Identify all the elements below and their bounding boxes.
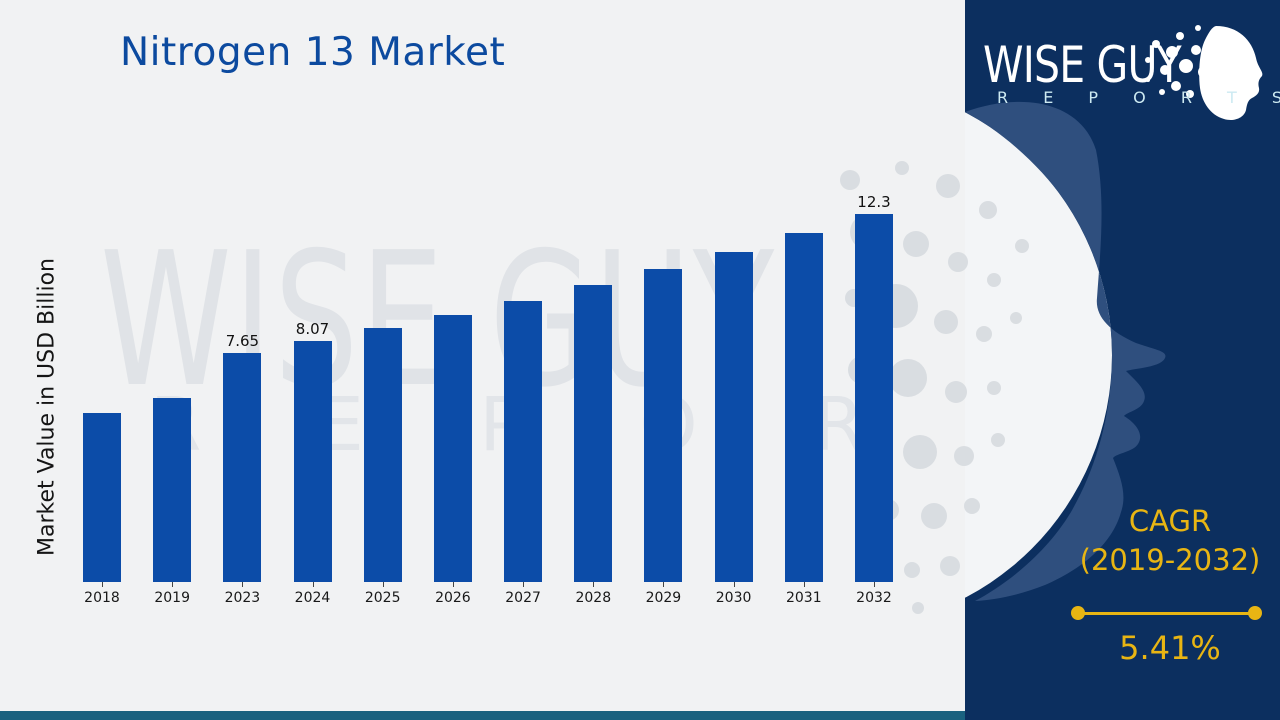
cagr-line-right-dot: [1248, 606, 1262, 620]
x-axis-label-2024: 2024: [294, 590, 331, 606]
x-axis-tick: [452, 582, 454, 587]
bar-2031: [784, 233, 823, 582]
cagr-label: CAGR: [1128, 504, 1212, 538]
x-axis-label-2023: 2023: [224, 590, 261, 606]
x-axis-label-2032: 2032: [856, 590, 892, 606]
bar-value-label-2023: 7.65: [225, 332, 260, 350]
x-axis-tick: [382, 582, 384, 587]
x-axis-label-2026: 2026: [435, 590, 471, 606]
bar-2025: [363, 328, 402, 582]
bar-2019: [153, 398, 192, 582]
bottom-accent-strip: [0, 711, 972, 720]
x-axis-label-2027: 2027: [505, 590, 541, 606]
cagr-divider-line: [1078, 612, 1254, 615]
cagr-block: CAGR (2019-2032) 5.41%: [1060, 504, 1280, 667]
x-axis-tick: [102, 582, 103, 587]
x-axis-tick: [593, 582, 595, 587]
x-axis-label-2029: 2029: [645, 590, 682, 606]
x-axis-tick: [523, 582, 525, 587]
x-axis-label-2028: 2028: [575, 590, 612, 606]
x-axis-label-2019: 2019: [154, 590, 190, 606]
x-axis-tick: [733, 582, 735, 587]
x-axis-tick: [803, 582, 805, 587]
bar-2026: [433, 315, 472, 582]
logo-text: WISE GUY: [983, 36, 1182, 94]
cagr-range: (2019-2032): [1079, 543, 1261, 578]
page-title: Nitrogen 13 Market: [120, 30, 506, 75]
x-axis-label-2030: 2030: [715, 590, 752, 606]
bar-2029: [644, 269, 683, 582]
x-axis-tick: [874, 582, 875, 587]
x-axis-label-2018: 2018: [84, 590, 120, 606]
bar-2030: [714, 252, 753, 582]
logo-subtext: R E P O R T S: [997, 88, 1280, 107]
bar-value-label-2024: 8.07: [295, 320, 330, 338]
bar-2023: [223, 353, 262, 582]
x-axis-tick: [663, 582, 665, 587]
x-axis-tick: [172, 582, 174, 587]
bar-2018: [83, 413, 121, 582]
bar-value-label-2032: 12.3: [857, 193, 891, 211]
x-axis-tick: [312, 582, 314, 587]
bar-2027: [504, 301, 543, 582]
x-axis-label-2031: 2031: [785, 590, 822, 606]
x-axis-label-2025: 2025: [364, 590, 401, 606]
bar-2028: [574, 285, 613, 582]
cagr-value: 5.41%: [1119, 629, 1221, 667]
bar-2024: [293, 341, 332, 582]
cagr-line-left-dot: [1071, 606, 1085, 620]
y-axis-label: Market Value in USD Billion: [34, 257, 60, 557]
x-axis-tick: [242, 582, 244, 587]
bar-2032: [855, 214, 893, 582]
